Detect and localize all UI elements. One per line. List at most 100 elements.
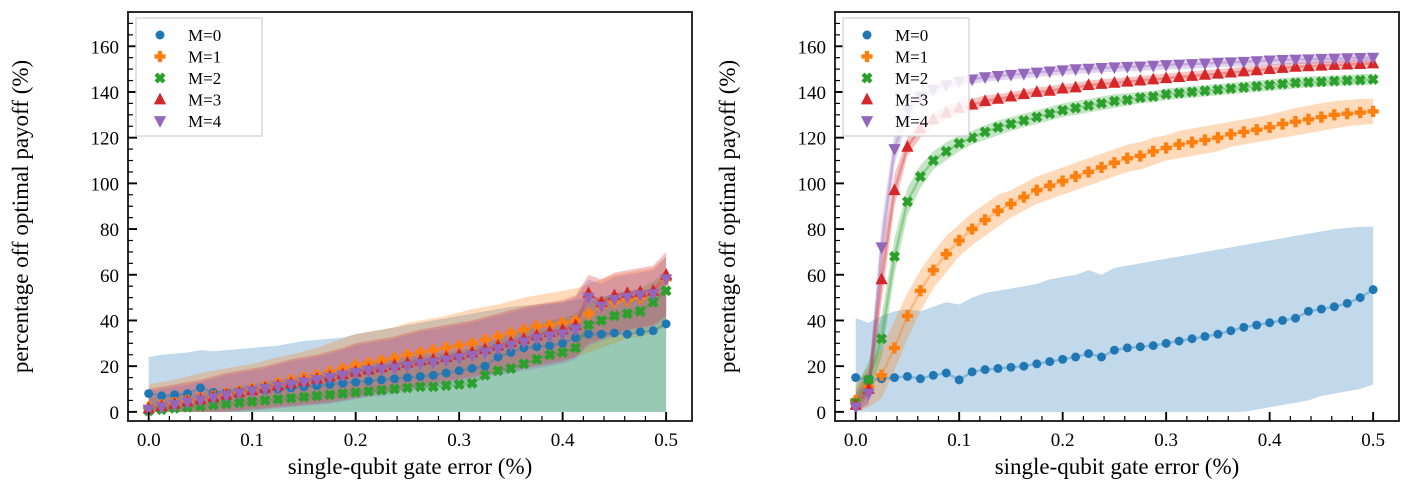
x-tick-label: 0.0 bbox=[844, 430, 868, 451]
legend-label-M=3[interactable]: M=3 bbox=[895, 91, 928, 110]
data-point-marker bbox=[336, 370, 349, 383]
data-point-marker bbox=[1316, 304, 1326, 314]
legend-label-M=4[interactable]: M=4 bbox=[188, 112, 222, 131]
data-point-marker bbox=[453, 339, 465, 352]
data-point-marker bbox=[979, 126, 991, 138]
data-point-marker bbox=[1328, 53, 1341, 66]
data-point-marker bbox=[466, 377, 478, 389]
data-point-marker bbox=[284, 379, 298, 392]
data-point-marker bbox=[1121, 152, 1133, 164]
data-point-marker bbox=[1277, 78, 1289, 90]
data-point-marker bbox=[660, 274, 673, 287]
data-point-marker bbox=[1367, 52, 1380, 65]
legend-label-M=3[interactable]: M=3 bbox=[188, 91, 221, 110]
data-point-marker bbox=[375, 364, 388, 377]
data-point-marker bbox=[1121, 74, 1134, 87]
data-point-marker bbox=[1030, 67, 1043, 80]
data-point-marker bbox=[595, 314, 607, 326]
data-point-marker bbox=[1198, 58, 1212, 71]
data-point-marker bbox=[915, 374, 925, 384]
data-point-marker bbox=[1264, 121, 1276, 134]
data-point-marker bbox=[608, 294, 621, 307]
data-point-marker bbox=[1212, 84, 1224, 96]
data-point-marker bbox=[518, 358, 530, 370]
data-point-marker bbox=[1224, 57, 1237, 70]
data-point-marker bbox=[556, 329, 569, 342]
data-point-marker bbox=[1147, 145, 1159, 157]
data-point-marker bbox=[1082, 63, 1095, 76]
data-point-marker bbox=[978, 94, 992, 107]
data-point-marker bbox=[582, 292, 595, 305]
legend-label-M=1[interactable]: M=1 bbox=[895, 48, 928, 67]
data-point-marker bbox=[440, 380, 452, 392]
legend[interactable]: M=0 M=1 M=2 M=3 M=4 bbox=[135, 17, 263, 137]
data-point-marker bbox=[414, 358, 427, 371]
data-point-marker bbox=[1095, 63, 1108, 75]
data-point-marker bbox=[1291, 313, 1300, 323]
data-point-marker bbox=[1354, 74, 1366, 86]
x-tick-label: 0.1 bbox=[947, 430, 971, 451]
y-tick-label: 20 bbox=[100, 357, 119, 378]
legend[interactable]: M=0 M=1 M=2 M=3 M=4 bbox=[842, 17, 970, 137]
data-point-marker bbox=[1005, 118, 1017, 130]
data-point-marker bbox=[660, 285, 672, 297]
data-point-marker bbox=[505, 362, 517, 374]
data-point-marker bbox=[310, 374, 323, 387]
data-point-marker bbox=[1057, 175, 1069, 187]
legend-label-M=2[interactable]: M=2 bbox=[188, 69, 221, 88]
legend-label-M=4[interactable]: M=4 bbox=[895, 112, 929, 131]
data-point-marker bbox=[953, 137, 965, 149]
data-point-marker bbox=[1017, 68, 1030, 81]
data-point-marker bbox=[480, 361, 490, 371]
data-point-marker bbox=[557, 346, 569, 358]
data-point-marker bbox=[1250, 56, 1263, 68]
chart-panel-right: 0.0 0.1 0.2 0.3 0.4 0.5 0 20 40 60 80 100 120 140 160 s… bbox=[707, 0, 1413, 480]
data-point-marker bbox=[323, 372, 336, 385]
data-point-marker bbox=[233, 388, 246, 401]
y-tick-label: 0 bbox=[110, 403, 120, 424]
legend-label-M=0[interactable]: M=0 bbox=[895, 26, 928, 45]
legend-label-M=2[interactable]: M=2 bbox=[895, 69, 928, 88]
data-point-marker bbox=[1108, 95, 1120, 107]
y-axis-label: percentage off optimal payoff (%) bbox=[8, 60, 33, 373]
data-point-marker bbox=[505, 327, 517, 339]
data-point-marker bbox=[377, 375, 387, 385]
data-point-marker bbox=[1354, 53, 1367, 65]
data-point-marker bbox=[144, 389, 154, 399]
data-point-marker bbox=[401, 349, 414, 361]
x-tick-label: 0.2 bbox=[1051, 430, 1075, 451]
data-point-marker bbox=[595, 301, 608, 314]
data-point-marker bbox=[875, 369, 888, 381]
legend-label-M=0[interactable]: M=0 bbox=[188, 26, 221, 45]
data-point-marker bbox=[888, 183, 901, 196]
data-point-marker bbox=[1148, 341, 1158, 351]
data-point-marker bbox=[220, 390, 233, 403]
data-point-marker bbox=[1342, 298, 1352, 308]
data-point-marker bbox=[1250, 63, 1263, 76]
data-point-marker bbox=[1211, 66, 1225, 79]
legend-label-M=1[interactable]: M=1 bbox=[188, 48, 221, 67]
data-point-marker bbox=[1212, 132, 1224, 144]
data-point-marker bbox=[1199, 134, 1211, 146]
data-point-marker bbox=[1289, 116, 1302, 128]
data-point-marker bbox=[362, 357, 375, 369]
data-point-marker bbox=[1043, 66, 1056, 79]
data-point-marker bbox=[531, 320, 543, 332]
x-tick-label: 0.5 bbox=[1361, 430, 1385, 451]
data-point-marker bbox=[1161, 338, 1171, 348]
data-point-marker bbox=[1198, 67, 1212, 80]
data-point-marker bbox=[194, 395, 207, 408]
data-point-marker bbox=[337, 388, 349, 400]
data-point-marker bbox=[1134, 61, 1147, 74]
data-point-marker bbox=[1224, 65, 1237, 78]
y-tick-label: 60 bbox=[807, 266, 826, 287]
data-point-marker bbox=[851, 373, 861, 383]
data-point-marker bbox=[454, 366, 464, 376]
data-point-marker bbox=[414, 346, 426, 359]
data-point-marker bbox=[1043, 83, 1056, 96]
data-point-marker bbox=[375, 354, 388, 367]
data-point-marker bbox=[889, 250, 901, 262]
data-point-marker bbox=[901, 139, 914, 152]
y-axis-label: percentage off optimal payoff (%) bbox=[715, 60, 740, 373]
data-point-marker bbox=[1134, 150, 1146, 162]
